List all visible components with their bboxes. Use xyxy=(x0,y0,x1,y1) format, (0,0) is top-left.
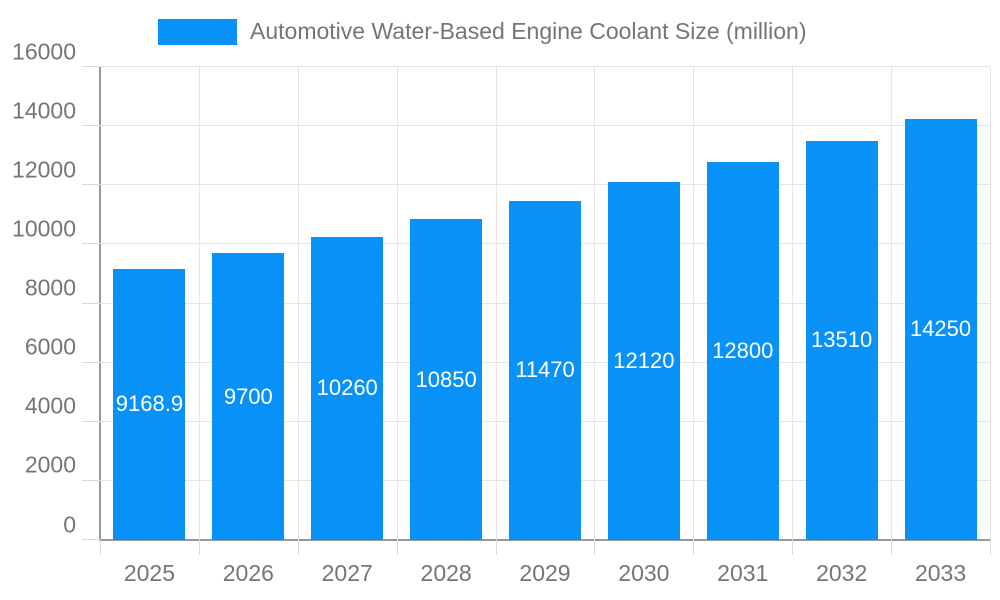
x-axis-tick xyxy=(198,540,200,555)
x-axis-tick xyxy=(990,540,991,555)
legend-swatch xyxy=(158,18,237,45)
y-axis-tick xyxy=(82,66,100,67)
x-tick-label: 2029 xyxy=(519,560,571,586)
v-gridline xyxy=(297,67,299,540)
v-gridline xyxy=(990,67,991,540)
y-tick-label: 10000 xyxy=(12,215,76,242)
bar-value-label: 12800 xyxy=(712,337,774,363)
bar: 12120 xyxy=(607,181,680,540)
bar-value-label: 10260 xyxy=(316,375,378,401)
legend-label: Automotive Water-Based Engine Coolant Si… xyxy=(250,18,807,44)
y-tick-label: 14000 xyxy=(12,97,76,124)
y-axis-tick xyxy=(82,243,100,245)
y-axis-tick xyxy=(82,302,100,304)
v-gridline xyxy=(396,67,398,540)
x-tick-label: 2030 xyxy=(618,560,670,586)
y-tick-label: 16000 xyxy=(12,38,76,64)
y-axis-tick xyxy=(82,479,100,481)
x-axis-tick xyxy=(693,540,695,555)
bar: 9168.9 xyxy=(113,268,186,540)
legend: Automotive Water-Based Engine Coolant Si… xyxy=(158,18,807,45)
y-axis-tick xyxy=(82,420,100,422)
x-axis-tick xyxy=(100,540,101,555)
y-axis-tick xyxy=(82,125,100,127)
bar: 13510 xyxy=(805,140,878,540)
x-axis-tick xyxy=(495,540,497,555)
y-tick-label: 8000 xyxy=(24,274,76,301)
y-tick-label: 12000 xyxy=(12,156,76,183)
x-tick-label: 2028 xyxy=(420,560,472,586)
bar: 14250 xyxy=(904,118,977,540)
plot-area: 0 2000 4000 6000 8000 10000 12000 14000 16000 916… xyxy=(12,38,991,586)
bar-value-label: 10850 xyxy=(415,366,477,392)
y-axis-tick xyxy=(82,539,100,540)
x-axis-tick xyxy=(297,540,299,555)
x-tick-label: 2032 xyxy=(816,560,868,586)
bar: 9700 xyxy=(212,253,285,540)
bar: 10260 xyxy=(311,236,384,540)
y-tick-label: 6000 xyxy=(24,333,76,360)
h-gridline xyxy=(100,184,990,186)
y-axis-tick xyxy=(82,184,100,186)
x-axis-tick xyxy=(891,540,893,555)
v-gridline xyxy=(792,67,794,540)
bar: 10850 xyxy=(410,219,483,540)
y-tick-label: 4000 xyxy=(24,392,76,419)
x-tick-label: 2033 xyxy=(914,560,967,586)
h-gridline xyxy=(100,125,990,127)
v-gridline xyxy=(495,67,497,540)
bar: 11470 xyxy=(509,200,581,540)
x-axis-tick xyxy=(396,540,398,555)
bar-value-label: 14250 xyxy=(909,316,972,342)
bar-value-label: 9168.9 xyxy=(115,391,184,417)
x-tick-label: 2026 xyxy=(222,560,274,586)
y-tick-label: 2000 xyxy=(24,451,76,478)
y-axis-line xyxy=(99,67,101,540)
v-gridline xyxy=(891,67,893,540)
x-tick-label: 2027 xyxy=(321,560,373,586)
x-tick-label: 2025 xyxy=(123,560,176,586)
h-gridline xyxy=(100,66,990,67)
v-gridline xyxy=(594,67,596,540)
bar-value-label: 12120 xyxy=(613,347,675,373)
v-gridline xyxy=(198,67,200,540)
y-axis-tick xyxy=(82,361,100,363)
bar-value-label: 9700 xyxy=(223,383,273,409)
x-axis-tick xyxy=(792,540,794,555)
v-gridline xyxy=(693,67,695,540)
bar: 12800 xyxy=(706,161,779,540)
x-tick-label: 2031 xyxy=(717,560,769,586)
x-axis-line xyxy=(99,539,990,541)
bar-value-label: 11470 xyxy=(515,357,575,383)
bar-value-label: 13510 xyxy=(811,327,873,353)
x-axis-tick xyxy=(594,540,596,555)
y-tick-label: 0 xyxy=(63,511,76,537)
